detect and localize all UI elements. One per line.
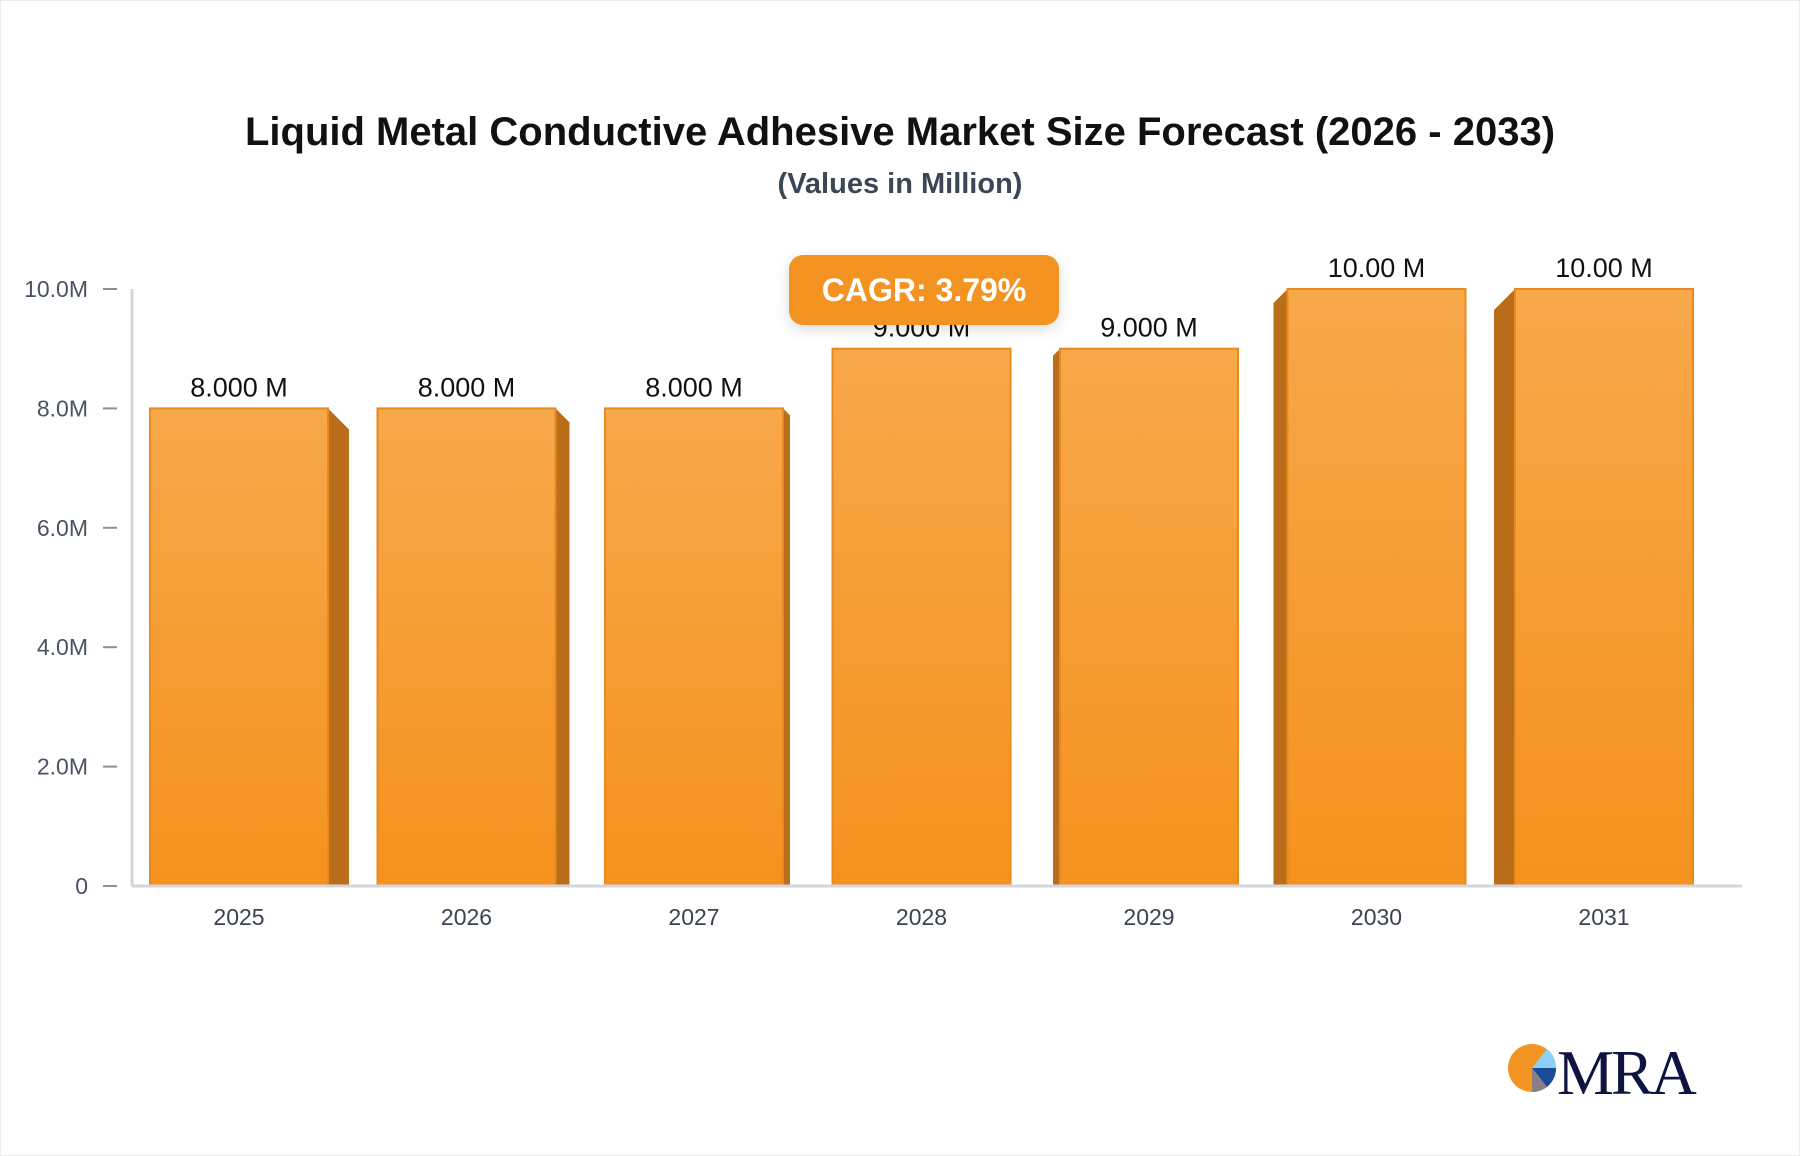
- bar-2031: [1514, 288, 1694, 887]
- data-label-2030: 10.00 M: [1328, 253, 1426, 283]
- bar-2029: [1059, 347, 1239, 887]
- pie-logo-icon: [1508, 1044, 1557, 1093]
- data-label-2031: 10.00 M: [1555, 253, 1653, 283]
- logo-text: MRA: [1557, 1037, 1697, 1108]
- x-tick-label: 2025: [213, 904, 264, 930]
- y-tick-label: 8.0M: [37, 395, 88, 421]
- bar-2026: [376, 407, 557, 887]
- x-tick-label: 2031: [1578, 904, 1629, 930]
- chart-subtitle: (Values in Million): [777, 168, 1023, 200]
- data-label-2026: 8.000 M: [418, 372, 516, 402]
- x-tick-label: 2029: [1123, 904, 1174, 930]
- cagr-badge: CAGR: 3.79%: [789, 255, 1059, 325]
- bar-side-2027: [783, 408, 790, 886]
- y-tick-label: 10.0M: [24, 276, 88, 302]
- bar-side-2031: [1494, 289, 1515, 886]
- bar-side-2029: [1053, 348, 1060, 886]
- y-tick-label: 6.0M: [37, 515, 88, 541]
- bar-side-2026: [555, 408, 570, 886]
- bar-2030: [1286, 288, 1467, 887]
- x-tick-label: 2027: [668, 904, 719, 930]
- y-tick-label: 0: [75, 873, 88, 899]
- chart-title: Liquid Metal Conductive Adhesive Market …: [244, 110, 1556, 154]
- bar-2028: [831, 347, 1012, 887]
- bar-side-2030: [1273, 289, 1288, 886]
- bar-2025: [149, 407, 329, 887]
- y-tick-label: 2.0M: [37, 754, 88, 780]
- bar-2027: [604, 407, 784, 887]
- mra-logo: MRA: [1507, 1037, 1707, 1108]
- data-label-2027: 8.000 M: [645, 372, 743, 402]
- data-label-2025: 8.000 M: [190, 372, 288, 402]
- x-tick-label: 2030: [1351, 904, 1402, 930]
- x-tick-label: 2026: [441, 904, 492, 930]
- x-tick-label: 2028: [896, 904, 947, 930]
- bar-side-2025: [328, 408, 349, 886]
- data-label-2029: 9.000 M: [1100, 313, 1198, 343]
- y-tick-label: 4.0M: [37, 634, 88, 660]
